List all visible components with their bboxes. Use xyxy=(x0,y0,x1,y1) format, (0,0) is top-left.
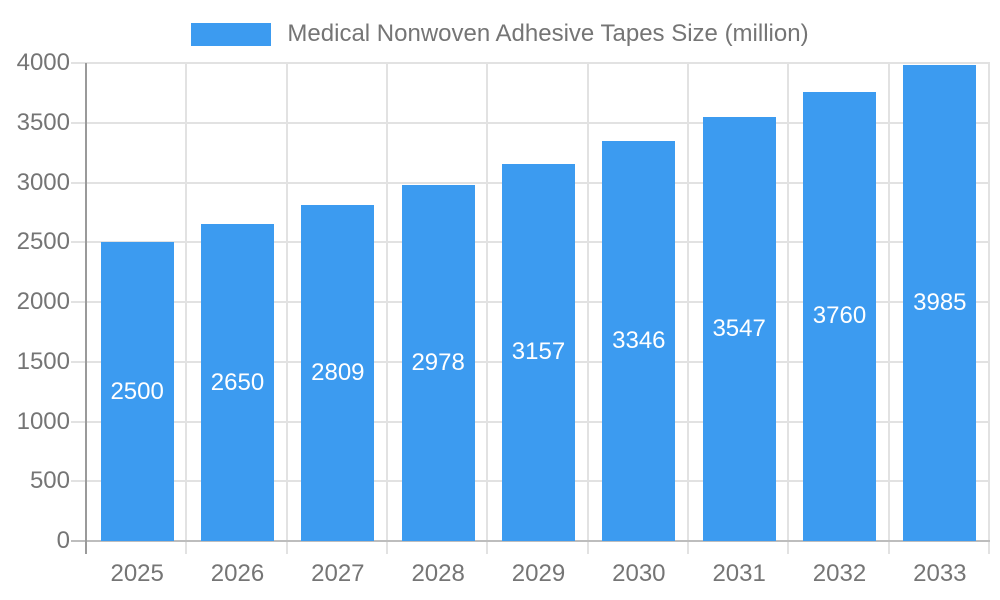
bar[interactable]: 2500 xyxy=(100,242,174,541)
y-tick-label: 500 xyxy=(29,467,70,495)
y-tick-label: 2500 xyxy=(16,228,70,256)
bar[interactable]: 2809 xyxy=(301,205,375,541)
x-tick-label: 2030 xyxy=(612,560,666,587)
y-tick-label: 1000 xyxy=(16,407,70,435)
x-tick-label: 2028 xyxy=(411,560,465,587)
y-tick-label: 3000 xyxy=(16,168,70,196)
x-tick-label: 2025 xyxy=(110,560,164,587)
bar[interactable]: 3157 xyxy=(502,163,575,541)
bar-value-label: 2650 xyxy=(210,368,265,396)
bar-value-label: 3760 xyxy=(812,302,867,330)
bar[interactable]: 2650 xyxy=(201,224,274,541)
v-gridline xyxy=(185,63,187,554)
v-gridline xyxy=(587,63,589,554)
x-tick-label: 2033 xyxy=(913,560,967,587)
h-gridline xyxy=(71,62,990,64)
v-gridline xyxy=(486,63,488,554)
x-tick-label: 2031 xyxy=(712,560,766,587)
y-tick-label: 2000 xyxy=(16,288,70,315)
y-tick-label: 0 xyxy=(56,527,70,554)
v-gridline xyxy=(988,63,990,554)
v-gridline xyxy=(386,63,388,554)
plot-area: 0 500 1000 1500 2000 2500 3000 3500 4000 2500 2025… xyxy=(17,51,990,586)
x-tick-label: 2026 xyxy=(210,560,265,587)
h-gridline xyxy=(71,121,990,124)
x-tick-label: 2027 xyxy=(311,560,365,587)
y-tick-label: 1500 xyxy=(16,347,70,375)
bar[interactable]: 3547 xyxy=(702,117,776,541)
y-axis-line xyxy=(85,63,87,554)
bar-value-label: 3985 xyxy=(913,288,967,316)
bar-value-label: 3346 xyxy=(612,327,666,355)
v-gridline xyxy=(687,63,689,554)
v-gridline xyxy=(787,63,789,554)
bar[interactable]: 2978 xyxy=(401,185,475,541)
bar-value-label: 2500 xyxy=(110,377,164,405)
legend-label: Medical Nonwoven Adhesive Tapes Size (mi… xyxy=(287,20,809,47)
x-tick-label: 2032 xyxy=(812,560,867,587)
x-tick-label: 2029 xyxy=(511,560,566,587)
x-axis-line xyxy=(71,540,990,542)
bar[interactable]: 3346 xyxy=(602,141,676,541)
bar[interactable]: 3760 xyxy=(803,91,876,541)
bar-value-label: 2809 xyxy=(311,359,365,387)
bar-value-label: 3547 xyxy=(712,315,766,343)
bar[interactable]: 3985 xyxy=(903,64,977,541)
y-tick-label: 3500 xyxy=(16,108,70,136)
bar-value-label: 3157 xyxy=(511,338,566,366)
bar-value-label: 2978 xyxy=(411,349,465,377)
v-gridline xyxy=(888,63,890,554)
y-tick-label: 4000 xyxy=(16,49,70,76)
legend-swatch-icon xyxy=(191,22,272,46)
v-gridline xyxy=(286,63,288,554)
legend[interactable]: Medical Nonwoven Adhesive Tapes Size (mi… xyxy=(0,20,1000,48)
